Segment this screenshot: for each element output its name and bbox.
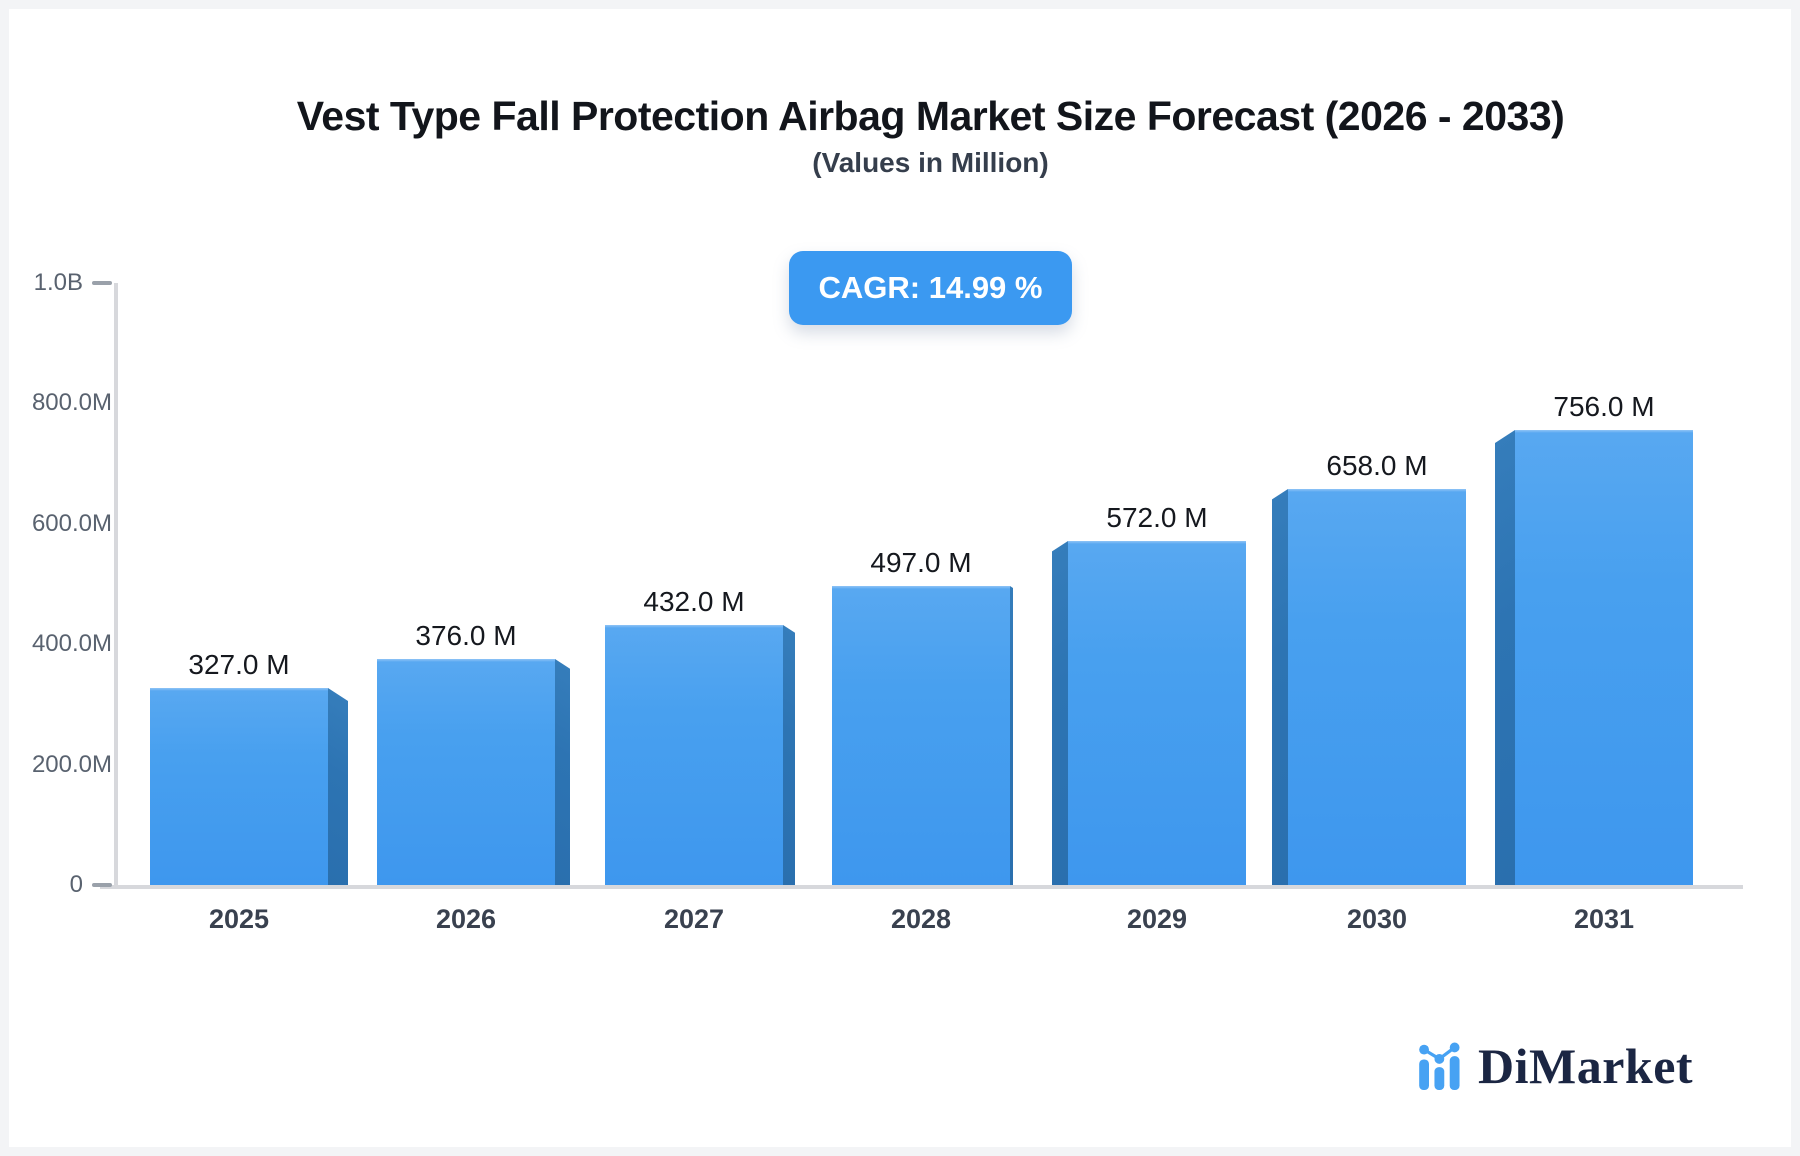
- y-axis-tick: 600.0M: [0, 510, 112, 538]
- y-axis-tick: 1.0B: [0, 269, 112, 297]
- bar-side-3d: [1272, 489, 1288, 889]
- bar-value-label: 432.0 M: [643, 586, 745, 617]
- y-axis-line: [114, 283, 118, 885]
- bar-value-label: 658.0 M: [1326, 450, 1428, 481]
- cagr-badge: CAGR: 14.99 %: [788, 251, 1073, 325]
- bar-2028: [832, 586, 1010, 885]
- y-axis-tick: 0: [0, 871, 112, 899]
- y-axis-tick-label: 0: [69, 871, 83, 898]
- y-axis-tick-label: 800.0M: [31, 389, 112, 417]
- bar-side-3d: [555, 659, 570, 889]
- y-axis-tick-label: 1.0B: [33, 269, 83, 296]
- bar-value-label: 756.0 M: [1553, 391, 1655, 422]
- chart-subtitle: (Values in Million): [812, 147, 1049, 178]
- x-axis-line: [100, 885, 1743, 889]
- bar-2026: [377, 659, 555, 885]
- y-axis-tick: 800.0M: [0, 389, 112, 417]
- bar-side-3d: [1052, 541, 1068, 889]
- x-axis-label: 2031: [1573, 904, 1635, 934]
- y-axis-tick-label: 600.0M: [31, 509, 112, 537]
- bar-2031: [1515, 430, 1693, 885]
- bar-value-label: 497.0 M: [870, 547, 972, 578]
- bar-2030: [1288, 489, 1466, 885]
- bar-side-3d: [1010, 586, 1013, 887]
- dimarket-logo-icon: [1419, 1042, 1460, 1090]
- plot-area: [150, 430, 1693, 889]
- x-axis-label: 2025: [208, 904, 270, 934]
- y-axis-tick: 200.0M: [0, 751, 112, 779]
- bar-side-3d: [1495, 430, 1515, 889]
- y-axis-tick-label: 200.0M: [31, 750, 112, 778]
- bar-2027: [605, 625, 783, 885]
- x-axis-label: 2026: [435, 904, 497, 934]
- chart-title: Vest Type Fall Protection Airbag Market …: [296, 93, 1565, 139]
- y-axis-tick-label: 400.0M: [31, 630, 112, 658]
- x-axis-label: 2030: [1346, 904, 1408, 934]
- y-axis-tick-mark: [92, 281, 112, 285]
- x-axis-label: 2027: [663, 904, 725, 934]
- bar-2025: [150, 688, 328, 885]
- bar-side-3d: [328, 688, 348, 889]
- bar-value-label: 327.0 M: [188, 649, 290, 680]
- y-axis-tick-mark: [92, 883, 112, 887]
- bar-value-label: 572.0 M: [1106, 502, 1208, 533]
- bar-side-3d: [783, 625, 795, 889]
- dimarket-logo: DiMarket: [1418, 1038, 1693, 1094]
- y-axis-tick: 400.0M: [0, 630, 112, 658]
- bar-value-label: 376.0 M: [415, 620, 517, 651]
- bar-2029: [1068, 541, 1246, 885]
- cagr-badge-row: CAGR: 14.99 %: [118, 251, 1743, 325]
- dimarket-logo-text: DiMarket: [1478, 1038, 1694, 1094]
- x-axis-label: 2028: [890, 904, 952, 934]
- x-axis-label: 2029: [1126, 904, 1188, 934]
